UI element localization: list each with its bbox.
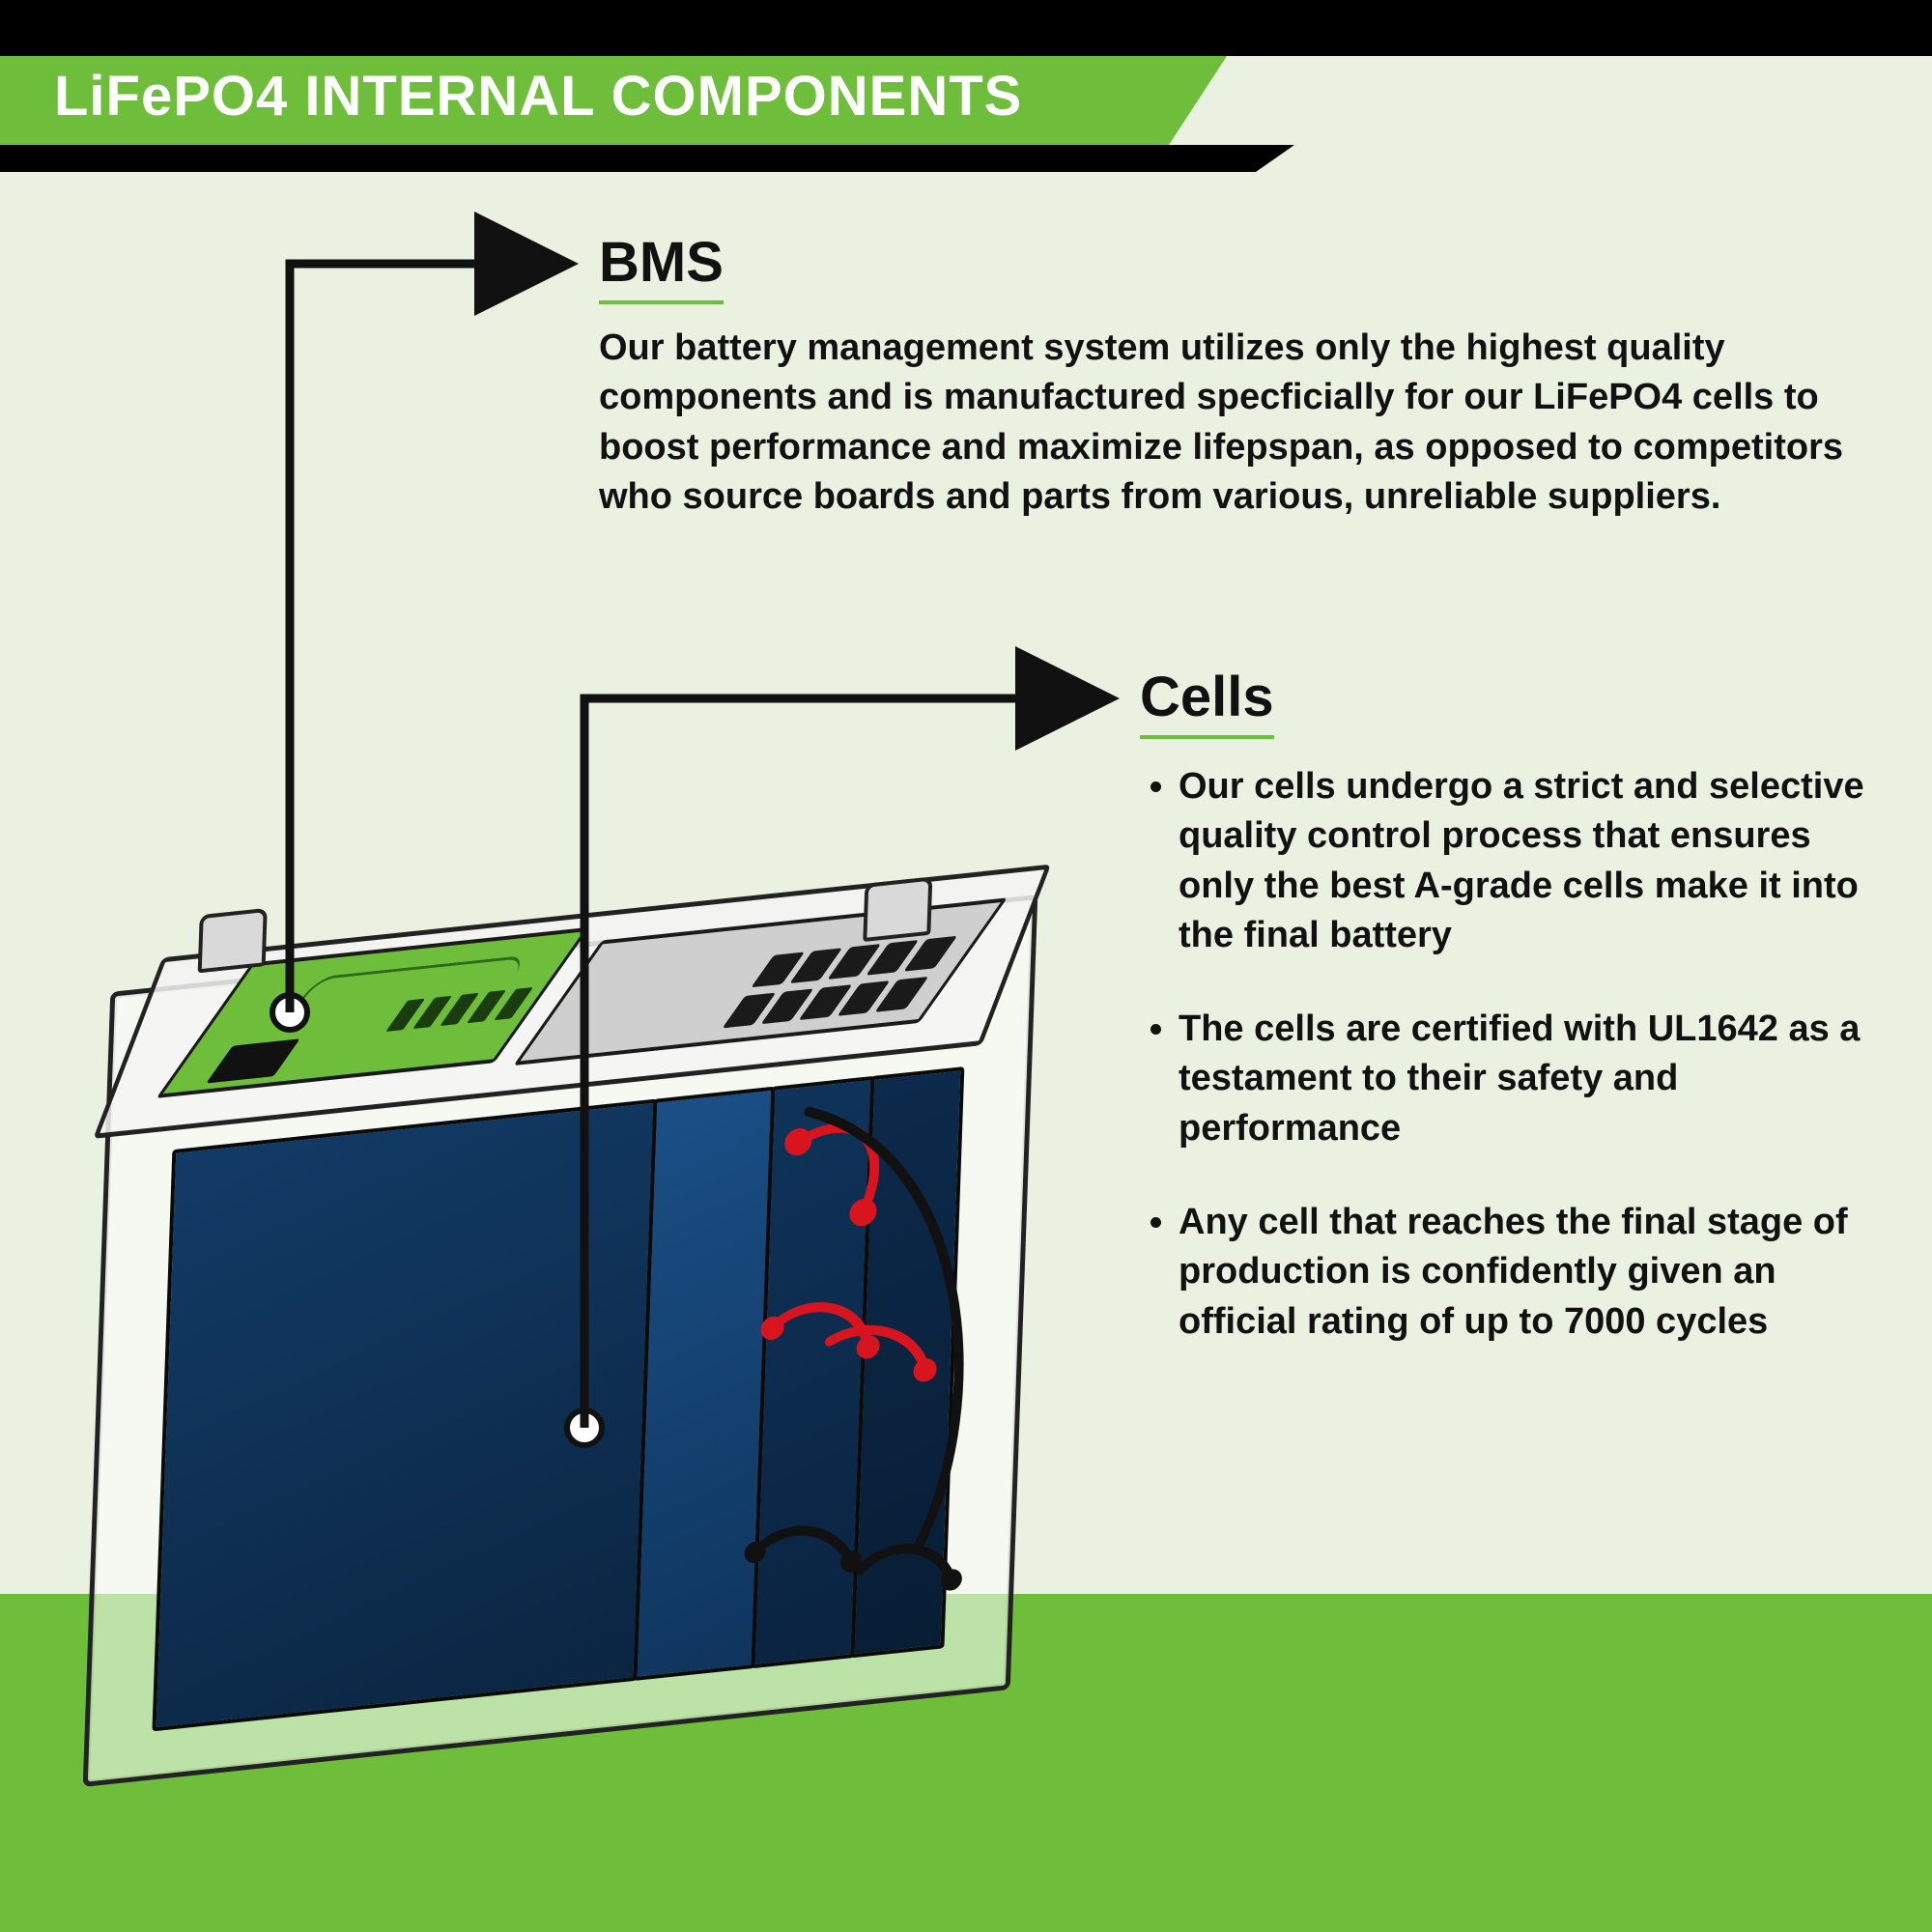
battery-illustration [39, 829, 1101, 1853]
cells-section: Cells Our cells undergo a strict and sel… [1140, 665, 1874, 1391]
terminal-left [198, 908, 268, 974]
top-black-bar [0, 0, 1932, 56]
bms-section: BMS Our battery management system utiliz… [599, 230, 1855, 522]
title-band: LiFePO4 INTERNAL COMPONENTS [0, 56, 1932, 172]
bms-heading: BMS [599, 230, 724, 304]
cells-bullet: Any cell that reaches the final stage of… [1179, 1198, 1874, 1347]
title-green-bar: LiFePO4 INTERNAL COMPONENTS [0, 56, 1169, 145]
wire-overlay [83, 895, 1038, 1787]
bms-body-text: Our battery management system utilizes o… [599, 324, 1855, 522]
cells-bullet-list: Our cells undergo a strict and selective… [1140, 762, 1874, 1347]
title-underbar [0, 145, 1256, 172]
cells-bullet: The cells are certified with UL1642 as a… [1179, 1005, 1874, 1153]
cells-heading: Cells [1140, 665, 1274, 739]
cells-bullet: Our cells undergo a strict and selective… [1179, 762, 1874, 960]
page-title: LiFePO4 INTERNAL COMPONENTS [54, 64, 1022, 128]
content-area: BMS Our battery management system utiliz… [0, 172, 1932, 1932]
